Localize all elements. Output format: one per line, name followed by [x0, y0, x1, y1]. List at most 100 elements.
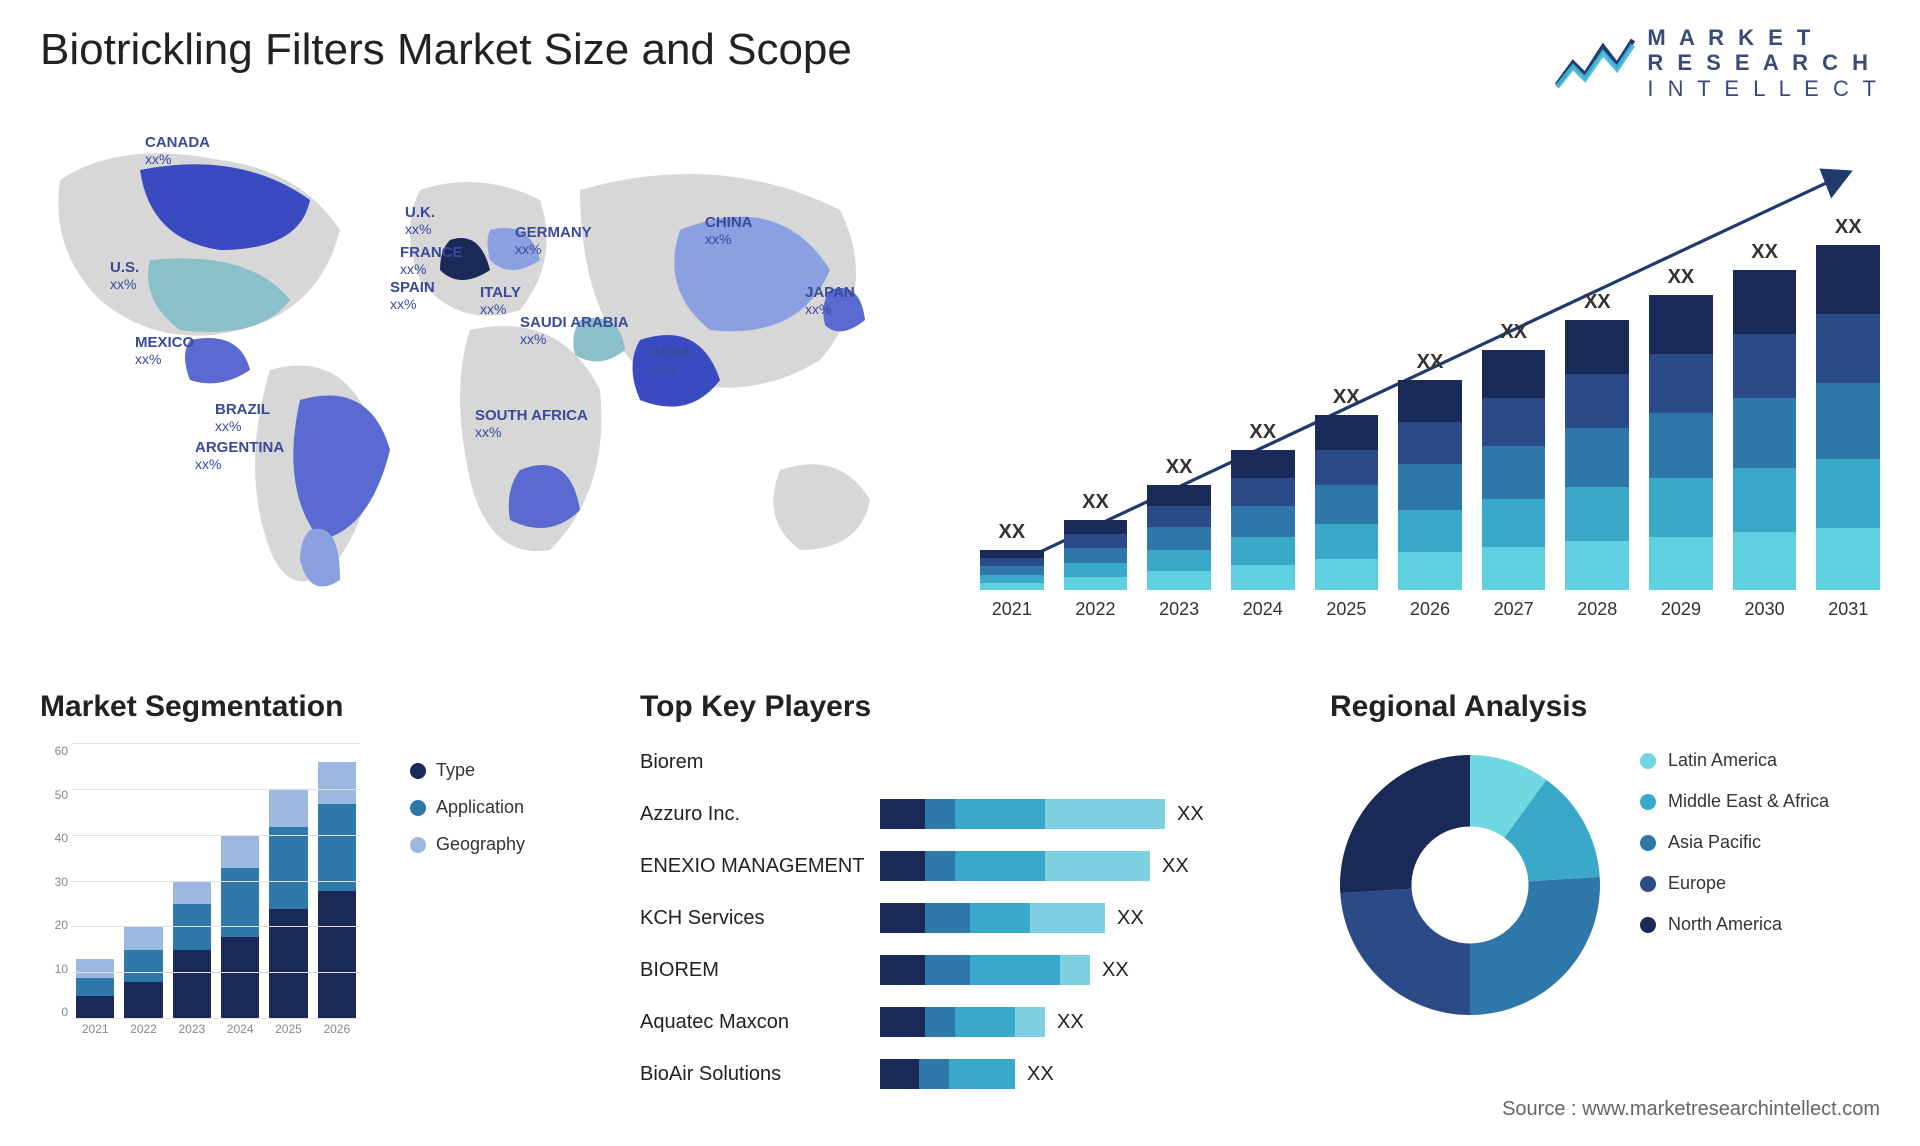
seg-col-2023 [173, 882, 211, 1019]
growth-segment [1482, 398, 1546, 446]
growth-bars: XX2021XX2022XX2023XX2024XX2025XX2026XX20… [980, 190, 1880, 590]
growth-year-label: 2024 [1243, 599, 1283, 620]
growth-value-label: XX [1668, 266, 1695, 289]
seg-segment [76, 959, 114, 977]
map-label-germany: GERMANYxx% [515, 225, 592, 257]
growth-segment [1064, 577, 1128, 590]
growth-segment [1733, 334, 1797, 398]
player-name: Biorem [640, 751, 880, 774]
growth-segment [1231, 537, 1295, 565]
seg-segment [221, 836, 259, 868]
regional-panel: Regional Analysis Latin AmericaMiddle Ea… [1330, 690, 1890, 724]
donut-slice-north-america [1340, 755, 1470, 893]
growth-value-label: XX [1249, 421, 1276, 444]
seg-col-2026 [318, 762, 356, 1019]
growth-segment [1816, 314, 1880, 383]
logo-icon [1555, 35, 1635, 90]
growth-col-2023: XX2023 [1147, 456, 1211, 590]
growth-col-2031: XX2031 [1816, 216, 1880, 590]
segmentation-chart: 0102030405060 202120222023202420252026 [40, 744, 360, 1044]
growth-year-label: 2021 [992, 599, 1032, 620]
seg-segment [76, 996, 114, 1019]
growth-segment [1315, 524, 1379, 559]
player-row: BIOREMXX [640, 944, 1260, 996]
growth-segment [1147, 485, 1211, 506]
donut-slice-europe [1340, 889, 1470, 1015]
player-name: Aquatec Maxcon [640, 1011, 880, 1034]
growth-segment [1649, 537, 1713, 590]
regional-legend-item: Latin America [1640, 750, 1829, 771]
growth-segment [1231, 450, 1295, 478]
player-row: Biorem [640, 736, 1260, 788]
growth-segment [1816, 245, 1880, 314]
growth-segment [1147, 506, 1211, 527]
seg-segment [173, 950, 211, 1019]
growth-col-2027: XX2027 [1482, 321, 1546, 590]
seg-segment [124, 927, 162, 950]
player-bar-segment [925, 1007, 955, 1037]
player-bar-segment [925, 799, 955, 829]
players-title: Top Key Players [640, 690, 1260, 724]
swatch-icon [1640, 876, 1656, 892]
player-value-label: XX [1117, 907, 1144, 930]
world-map-panel: CANADAxx%U.S.xx%MEXICOxx%BRAZILxx%ARGENT… [40, 130, 900, 650]
player-bar-segment [970, 955, 1060, 985]
player-bar-segment [955, 851, 1045, 881]
growth-col-2026: XX2026 [1398, 351, 1462, 590]
growth-segment [1064, 520, 1128, 534]
player-bar-segment [925, 955, 970, 985]
segmentation-plot [72, 744, 360, 1019]
seg-col-2021 [76, 959, 114, 1019]
player-bar-segment [1015, 1007, 1045, 1037]
growth-segment [1565, 320, 1629, 374]
seg-col-2025 [269, 790, 307, 1019]
map-label-brazil: BRAZILxx% [215, 402, 270, 434]
seg-segment [124, 982, 162, 1019]
growth-year-label: 2031 [1828, 599, 1868, 620]
growth-segment [1231, 565, 1295, 590]
growth-year-label: 2029 [1661, 599, 1701, 620]
map-label-spain: SPAINxx% [390, 280, 435, 312]
growth-year-label: 2022 [1075, 599, 1115, 620]
map-label-saudiarabia: SAUDI ARABIAxx% [520, 315, 629, 347]
growth-segment [1064, 534, 1128, 548]
growth-segment [1649, 354, 1713, 413]
world-map-svg [40, 130, 900, 650]
map-label-canada: CANADAxx% [145, 135, 210, 167]
growth-segment [1733, 398, 1797, 468]
swatch-icon [1640, 794, 1656, 810]
player-row: Azzuro Inc.XX [640, 788, 1260, 840]
growth-segment [980, 550, 1044, 558]
growth-col-2021: XX2021 [980, 521, 1044, 590]
regional-legend-item: Middle East & Africa [1640, 791, 1829, 812]
swatch-icon [1640, 835, 1656, 851]
source-attribution: Source : www.marketresearchintellect.com [1502, 1098, 1880, 1121]
seg-legend-item: Application [410, 797, 525, 818]
growth-segment [1482, 350, 1546, 398]
player-bar-segment [925, 903, 970, 933]
players-panel: Top Key Players BioremAzzuro Inc.XXENEXI… [640, 690, 1260, 1100]
player-bar-segment [919, 1059, 949, 1089]
player-name: KCH Services [640, 907, 880, 930]
regional-legend-item: Europe [1640, 873, 1829, 894]
growth-segment [980, 583, 1044, 590]
map-label-china: CHINAxx% [705, 215, 753, 247]
growth-segment [980, 566, 1044, 575]
player-bar-segment [949, 1059, 1015, 1089]
map-label-italy: ITALYxx% [480, 285, 521, 317]
swatch-icon [1640, 753, 1656, 769]
seg-segment [76, 978, 114, 996]
player-value-label: XX [1177, 803, 1204, 826]
player-value-label: XX [1027, 1063, 1054, 1086]
growth-year-label: 2028 [1577, 599, 1617, 620]
player-bar-segment [1045, 851, 1150, 881]
growth-segment [1064, 563, 1128, 577]
map-label-mexico: MEXICOxx% [135, 335, 194, 367]
seg-segment [221, 937, 259, 1020]
growth-segment [1649, 478, 1713, 537]
brand-logo: M A R K E T R E S E A R C H I N T E L L … [1555, 25, 1880, 101]
growth-segment [1147, 550, 1211, 571]
player-bar-segment [880, 851, 925, 881]
player-bar [880, 799, 1165, 829]
seg-legend-item: Geography [410, 834, 525, 855]
